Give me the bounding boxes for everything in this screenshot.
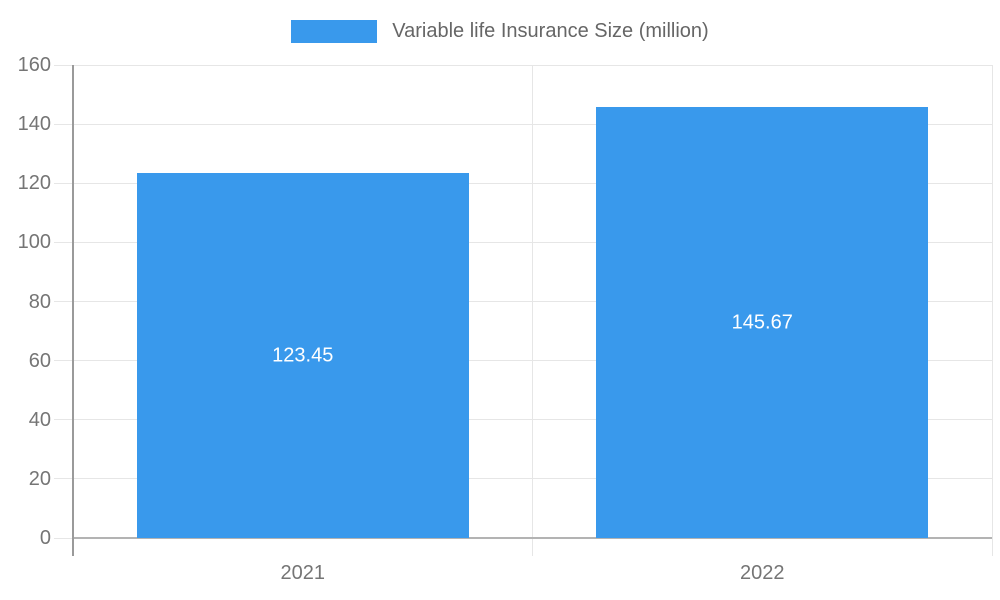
y-tick-label: 100 — [17, 231, 51, 254]
bar-value-label: 145.67 — [731, 311, 793, 334]
y-axis-line — [72, 65, 74, 556]
bar — [596, 107, 929, 538]
x-gridline — [991, 65, 993, 556]
chart-legend[interactable]: Variable life Insurance Size (million) — [0, 20, 1000, 43]
bar — [136, 173, 469, 538]
x-tick-label: 2021 — [280, 562, 326, 584]
y-tick — [54, 537, 73, 539]
bar-value-label: 123.45 — [272, 344, 334, 367]
y-tick — [54, 419, 73, 421]
y-tick-label: 160 — [17, 54, 51, 76]
y-tick — [54, 478, 73, 480]
x-gridline — [532, 65, 533, 556]
y-tick-label: 40 — [28, 408, 51, 431]
y-tick-label: 0 — [39, 527, 51, 549]
legend-swatch-icon — [291, 20, 378, 43]
x-axis-line — [73, 537, 992, 539]
y-tick-label: 60 — [28, 349, 51, 372]
y-tick — [54, 241, 73, 243]
y-tick-label: 80 — [28, 290, 51, 313]
legend-label: Variable life Insurance Size (million) — [392, 20, 709, 42]
y-tick — [54, 123, 73, 125]
y-tick — [54, 301, 73, 302]
x-tick-label: 2022 — [740, 562, 785, 584]
y-tick — [54, 360, 73, 362]
y-tick-label: 20 — [28, 467, 51, 490]
y-tick-label: 140 — [17, 113, 51, 136]
y-tick-label: 120 — [17, 172, 51, 195]
y-tick — [54, 64, 73, 66]
y-tick — [54, 182, 73, 184]
